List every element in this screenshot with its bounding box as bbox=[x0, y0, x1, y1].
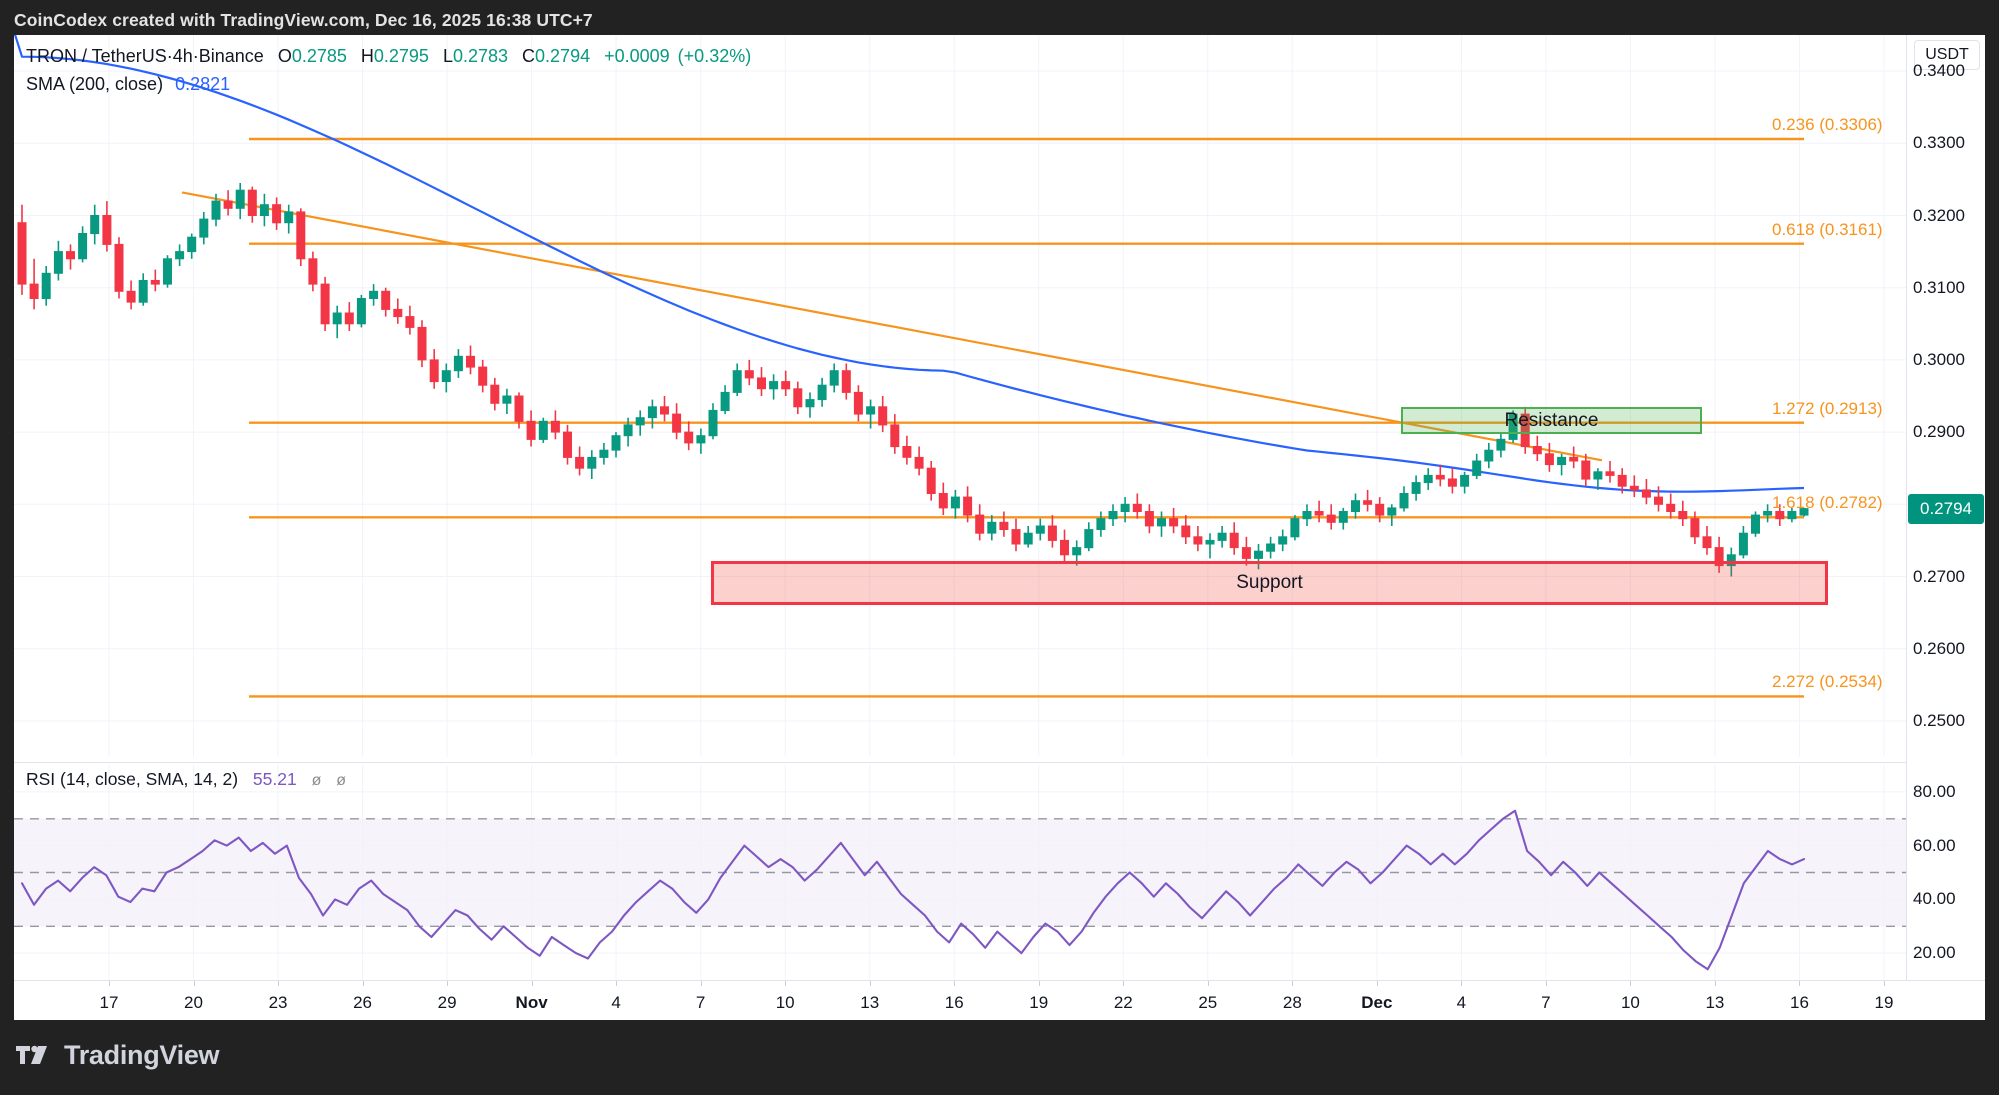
rsi-plot-svg bbox=[14, 765, 1906, 980]
tradingview-branding: TradingView bbox=[16, 1030, 220, 1080]
time-tick-19: 19 bbox=[1029, 993, 1049, 1012]
price-tick-03400: 0.3400 bbox=[1913, 61, 1965, 81]
time-tick-10: 10 bbox=[775, 993, 795, 1012]
price-scale[interactable]: USDT 0.3400 0.3300 0.3200 0.3100 0.3000 0.290… bbox=[1906, 35, 1985, 1020]
time-tick-mark bbox=[1376, 981, 1378, 986]
fib-label-0618: 0.618 (0.3161) bbox=[1772, 219, 1883, 239]
time-tick-mark bbox=[1292, 981, 1294, 986]
time-tick-20: 20 bbox=[184, 993, 203, 1012]
time-tick-mark bbox=[109, 981, 110, 986]
rsi-value: 55.21 bbox=[252, 769, 297, 789]
current-price-badge: 0.2794 bbox=[1908, 493, 1984, 524]
time-tick-28: 28 bbox=[1282, 993, 1302, 1012]
time-tick-mark bbox=[531, 981, 533, 986]
time-tick-mark bbox=[1038, 981, 1040, 986]
rsi-legend: RSI (14, close, SMA, 14, 2) 55.21 ø ø bbox=[26, 769, 346, 790]
fib-label-2272: 2.272 (0.2534) bbox=[1772, 672, 1883, 692]
time-tick-mark bbox=[1630, 981, 1632, 986]
rsi-tick-8000: 80.00 bbox=[1913, 781, 1956, 801]
time-tick-7: 7 bbox=[1541, 993, 1551, 1012]
time-tick-16: 16 bbox=[944, 993, 964, 1012]
time-tick-mark bbox=[1714, 981, 1716, 986]
fib-label-0236: 0.236 (0.3306) bbox=[1772, 114, 1883, 134]
time-tick-13: 13 bbox=[860, 993, 880, 1012]
time-tick-16: 16 bbox=[1790, 993, 1809, 1012]
support-label: Support bbox=[1236, 571, 1303, 593]
price-tick-03200: 0.3200 bbox=[1913, 205, 1965, 225]
currency-chip[interactable]: USDT bbox=[1914, 40, 1980, 70]
time-tick-13: 13 bbox=[1705, 993, 1725, 1012]
price-tick-02900: 0.2900 bbox=[1913, 422, 1965, 442]
price-tick-03300: 0.3300 bbox=[1913, 133, 1965, 153]
price-tick-02600: 0.2600 bbox=[1913, 638, 1965, 658]
chart-canvas[interactable]: Resistance Support 0.236 (0.3306) 0.618 … bbox=[14, 35, 1985, 1020]
resistance-zone: Resistance bbox=[1401, 406, 1702, 435]
time-scale[interactable]: 17 20 23 26 29 Nov 4 7 10 13 16 19 22 25 28 Dec 4 7 10 13 16… bbox=[14, 980, 1985, 1020]
time-tick-mark bbox=[1207, 981, 1209, 986]
time-tick-Dec: Dec bbox=[1361, 993, 1393, 1012]
time-tick-26: 26 bbox=[353, 993, 373, 1012]
rsi-tick-2000: 20.00 bbox=[1913, 943, 1956, 963]
support-zone: Support bbox=[711, 560, 1828, 606]
time-tick-23: 23 bbox=[268, 993, 288, 1012]
time-tick-mark bbox=[954, 981, 956, 986]
time-tick-Nov: Nov bbox=[515, 993, 548, 1012]
time-tick-7: 7 bbox=[695, 993, 706, 1012]
time-tick-19: 19 bbox=[1874, 993, 1894, 1012]
fib-label-1618: 1.618 (0.2782) bbox=[1772, 493, 1883, 513]
time-tick-4: 4 bbox=[1456, 993, 1467, 1012]
time-tick-mark bbox=[1884, 981, 1885, 986]
time-tick-mark bbox=[1461, 981, 1463, 986]
time-tick-mark bbox=[616, 981, 618, 986]
time-tick-mark bbox=[869, 981, 871, 986]
price-tick-03000: 0.3000 bbox=[1913, 349, 1965, 369]
time-tick-mark bbox=[700, 981, 702, 986]
time-tick-mark bbox=[1545, 981, 1547, 986]
price-tick-02500: 0.2500 bbox=[1913, 710, 1965, 730]
time-tick-mark bbox=[193, 981, 195, 986]
price-tick-03100: 0.3100 bbox=[1913, 277, 1965, 297]
time-tick-mark bbox=[1123, 981, 1125, 986]
time-tick-29: 29 bbox=[437, 993, 457, 1012]
attribution-text: CoinCodex created with TradingView.com, … bbox=[14, 9, 593, 30]
rsi-tick-4000: 40.00 bbox=[1913, 889, 1956, 909]
tradingview-logo-icon bbox=[16, 1044, 52, 1066]
time-tick-mark bbox=[1799, 981, 1801, 986]
resistance-label: Resistance bbox=[1504, 409, 1599, 431]
price-pane[interactable]: Resistance Support 0.236 (0.3306) 0.618 … bbox=[14, 35, 1906, 757]
time-tick-10: 10 bbox=[1620, 993, 1640, 1012]
pane-divider bbox=[14, 762, 1906, 763]
time-tick-25: 25 bbox=[1198, 993, 1218, 1012]
time-tick-4: 4 bbox=[611, 993, 621, 1012]
rsi-tick-6000: 60.00 bbox=[1913, 835, 1956, 855]
price-tick-02700: 0.2700 bbox=[1913, 566, 1965, 586]
price-plot-svg bbox=[14, 35, 1906, 757]
time-tick-mark bbox=[362, 981, 364, 986]
time-tick-mark bbox=[278, 981, 280, 986]
time-tick-mark bbox=[785, 981, 787, 986]
rsi-pane[interactable]: RSI (14, close, SMA, 14, 2) 55.21 ø ø bbox=[14, 765, 1906, 980]
fib-label-1272: 1.272 (0.2913) bbox=[1772, 398, 1883, 418]
tradingview-wordmark: TradingView bbox=[64, 1039, 220, 1070]
time-tick-mark bbox=[447, 981, 449, 986]
time-tick-22: 22 bbox=[1113, 993, 1133, 1012]
time-tick-17: 17 bbox=[99, 993, 119, 1012]
eye-crossed-icon-2[interactable]: ø bbox=[336, 772, 347, 789]
eye-crossed-icon[interactable]: ø bbox=[311, 772, 322, 789]
rsi-label[interactable]: RSI (14, close, SMA, 14, 2) bbox=[26, 769, 239, 789]
